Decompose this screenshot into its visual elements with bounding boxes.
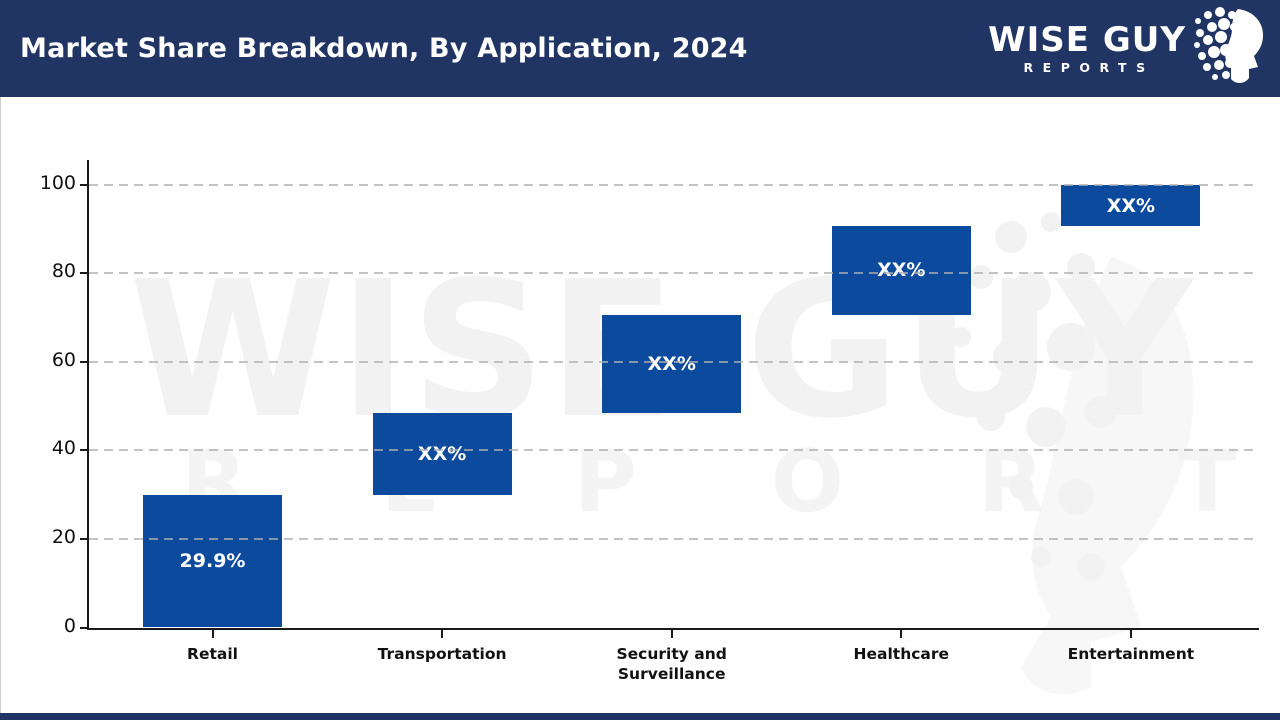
x-tick-label: Retail (187, 644, 238, 663)
x-tick-mark (900, 629, 903, 638)
y-tick-label: 0 (63, 614, 76, 637)
gridline (89, 360, 1259, 363)
bar-value-label: XX% (647, 352, 696, 375)
page-title: Market Share Breakdown, By Application, … (20, 33, 748, 64)
bar-value-label: XX% (417, 442, 467, 465)
y-tick-mark (80, 360, 88, 363)
y-tick-label: 80 (51, 260, 76, 283)
bar-entertainment: XX% (1061, 185, 1201, 227)
x-tick-mark (441, 629, 444, 638)
bar-security-and-surveillance: XX% (602, 314, 742, 413)
y-tick-label: 100 (39, 171, 76, 194)
bar-healthcare: XX% (831, 226, 971, 315)
y-tick-mark (80, 449, 88, 452)
x-tick-mark (1129, 629, 1132, 638)
y-axis-spine (87, 160, 89, 630)
wiseguy-logo: WISE GUY REPORTS (988, 6, 1266, 91)
x-tick-label: Security and Surveillance (616, 644, 727, 684)
bar-value-label: XX% (1106, 194, 1156, 217)
y-tick-label: 20 (51, 525, 76, 548)
gridline (89, 537, 1259, 540)
y-tick-mark (80, 183, 88, 186)
logo-wordmark: WISE GUY (988, 19, 1186, 60)
y-tick-mark (80, 272, 88, 275)
gridline (89, 183, 1259, 186)
x-tick-label: Transportation (377, 644, 507, 663)
gridline (89, 449, 1259, 452)
x-axis-spine (87, 627, 1259, 630)
y-tick-label: 60 (51, 348, 76, 371)
logo-subtitle: REPORTS (1023, 59, 1155, 75)
bar-retail: 29.9% (143, 495, 282, 628)
bar-value-label: XX% (877, 259, 926, 282)
gridline (89, 272, 1259, 275)
x-tick-mark (211, 629, 214, 638)
x-tick-label: Healthcare (853, 644, 950, 663)
footer-bar (0, 713, 1280, 720)
chart-area: WISE GUY R E P O R T S 02040608010029.9%… (0, 97, 1280, 713)
x-tick-mark (670, 629, 673, 638)
header-bar: Market Share Breakdown, By Application, … (0, 0, 1280, 97)
logo-face-icon (1194, 6, 1264, 83)
watermark-face-dots (951, 212, 1194, 695)
x-tick-label: Entertainment (1067, 644, 1195, 663)
y-tick-label: 40 (51, 437, 76, 460)
y-tick-mark (80, 537, 88, 540)
y-tick-mark (80, 626, 88, 629)
bar-value-label: 29.9% (179, 550, 246, 573)
bar-transportation: XX% (372, 412, 512, 496)
